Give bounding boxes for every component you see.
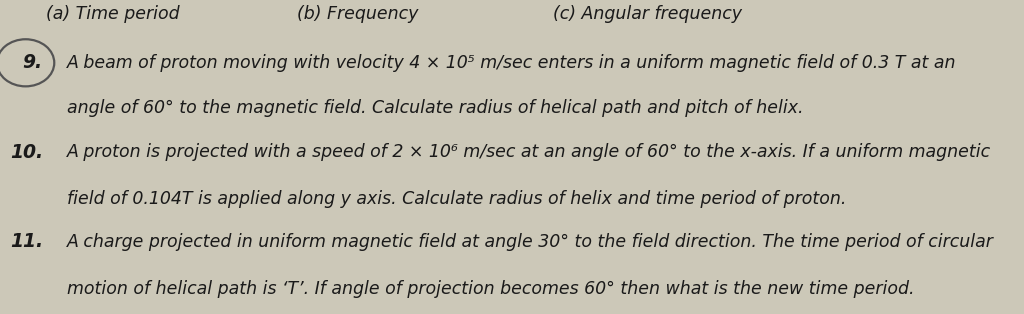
Text: 9.: 9. <box>23 53 43 72</box>
Text: motion of helical path is ‘T’. If angle of projection becomes 60° then what is t: motion of helical path is ‘T’. If angle … <box>67 280 914 298</box>
Text: (c) Angular frequency: (c) Angular frequency <box>553 5 742 23</box>
Text: angle of 60° to the magnetic field. Calculate radius of helical path and pitch o: angle of 60° to the magnetic field. Calc… <box>67 99 803 117</box>
Text: A proton is projected with a speed of 2 × 10⁶ m/sec at an angle of 60° to the x-: A proton is projected with a speed of 2 … <box>67 143 990 161</box>
Text: 11.: 11. <box>10 232 43 251</box>
Text: (b) Frequency: (b) Frequency <box>297 5 419 23</box>
Text: 10.: 10. <box>10 143 43 162</box>
Text: A charge projected in uniform magnetic field at angle 30° to the field direction: A charge projected in uniform magnetic f… <box>67 233 993 251</box>
Text: (a) Time period: (a) Time period <box>46 5 179 23</box>
Text: field of 0.104T is applied along y axis. Calculate radius of helix and time peri: field of 0.104T is applied along y axis.… <box>67 190 846 208</box>
Text: A beam of proton moving with velocity 4 × 10⁵ m/sec enters in a uniform magnetic: A beam of proton moving with velocity 4 … <box>67 54 956 72</box>
